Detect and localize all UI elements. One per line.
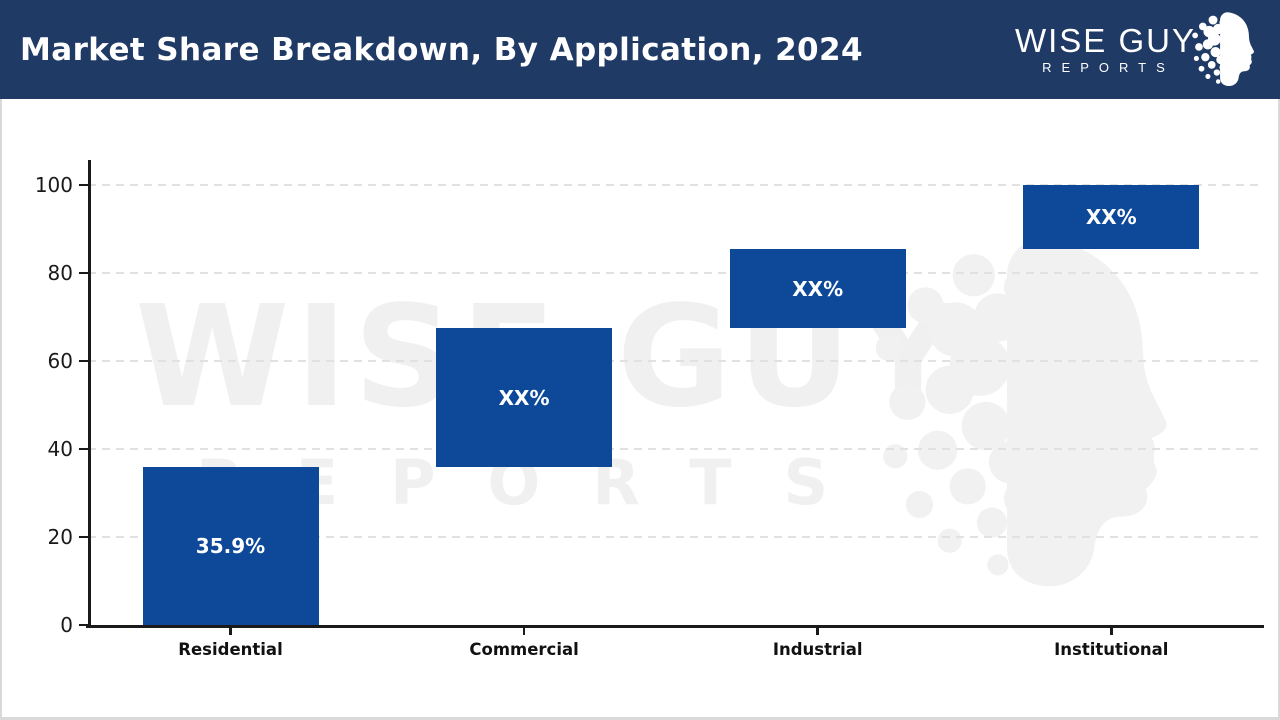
- y-tick-label: 60: [47, 349, 73, 373]
- logo-head-icon: [1192, 12, 1254, 87]
- x-tick-mark: [522, 627, 526, 635]
- y-tick-mark: [79, 535, 88, 539]
- x-tick-mark: [816, 627, 819, 635]
- gridline: [88, 536, 1264, 538]
- wise-guy-logo: WISE GUY REPORTS: [1015, 11, 1254, 88]
- gridline: [88, 184, 1264, 186]
- x-tick-label-institutional: Institutional: [1054, 640, 1169, 659]
- x-tick-mark: [229, 627, 232, 635]
- page-border-bottom: [0, 717, 1280, 720]
- page-border-left: [0, 99, 2, 720]
- bar-residential: [142, 467, 319, 625]
- x-tick-label-industrial: Industrial: [772, 640, 863, 659]
- logo-text-line1: WISE GUY: [1014, 22, 1196, 60]
- x-axis-line: [86, 625, 1264, 628]
- header-bar: Market Share Breakdown, By Application, …: [0, 0, 1280, 99]
- bar-institutional: [1023, 185, 1200, 250]
- x-tick-mark: [1110, 627, 1113, 635]
- bar-commercial: [436, 328, 613, 468]
- x-tick-label-residential: Residential: [178, 640, 283, 659]
- page-border-right: [1278, 99, 1280, 720]
- bar-value-label: XX%: [792, 276, 844, 301]
- y-tick-label: 100: [34, 173, 73, 197]
- bar-value-label: 35.9%: [195, 534, 266, 559]
- y-tick-mark: [79, 183, 88, 187]
- y-axis-line: [88, 160, 91, 628]
- x-tick-label-commercial: Commercial: [469, 640, 579, 659]
- y-tick-mark: [79, 271, 88, 275]
- y-tick-mark: [79, 623, 88, 627]
- bar-industrial: [729, 249, 906, 329]
- y-tick-label: 40: [47, 437, 73, 461]
- logo-text-line2: REPORTS: [1042, 59, 1175, 75]
- y-tick-label: 80: [47, 261, 73, 285]
- y-tick-mark: [79, 359, 88, 363]
- logo-wordmark: WISE GUY REPORTS: [1015, 24, 1196, 75]
- y-tick-mark: [79, 447, 88, 451]
- bar-value-label: XX%: [498, 385, 550, 410]
- gridline: [88, 360, 1264, 362]
- page-title: Market Share Breakdown, By Application, …: [20, 31, 863, 68]
- y-tick-label: 0: [60, 613, 73, 637]
- y-tick-label: 20: [47, 525, 73, 549]
- gridline: [88, 448, 1264, 450]
- bar-value-label: XX%: [1085, 205, 1137, 230]
- gridline: [88, 272, 1264, 274]
